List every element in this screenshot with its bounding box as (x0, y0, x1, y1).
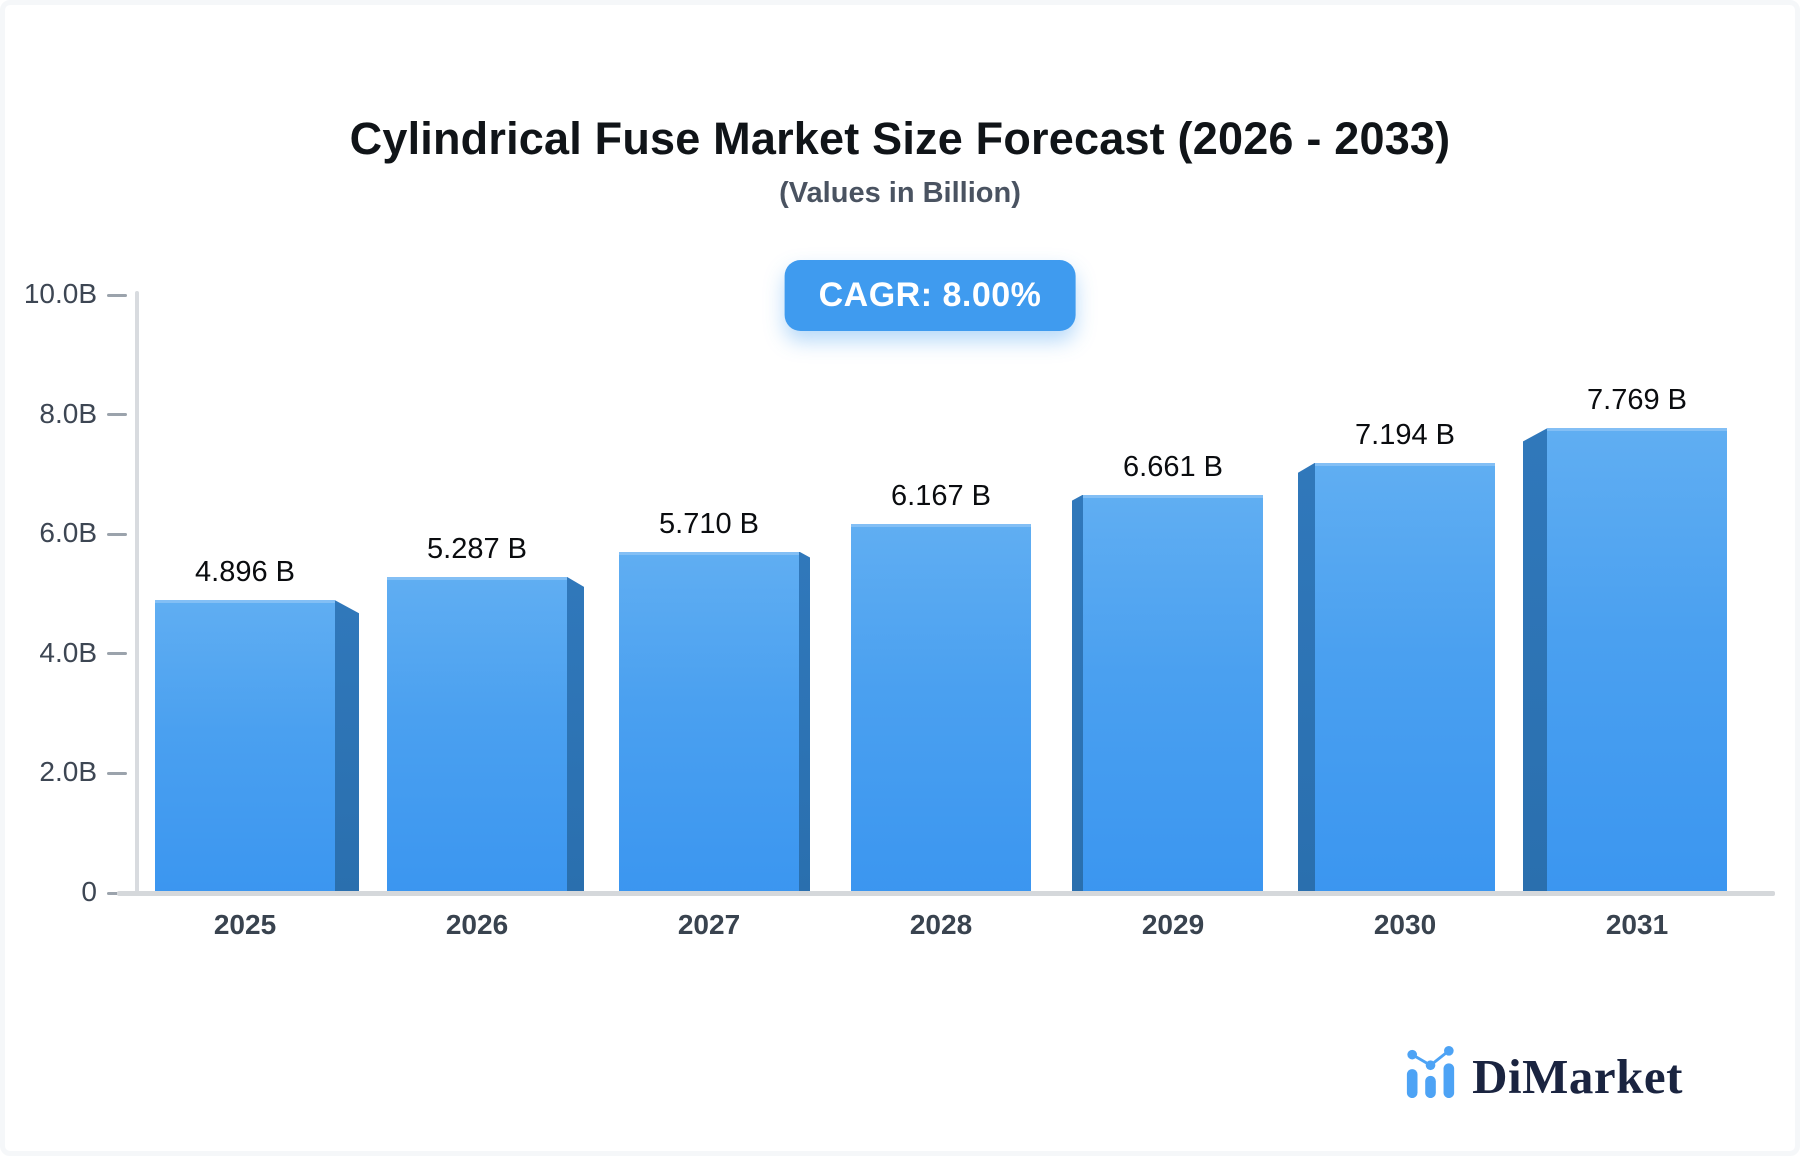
x-axis-line (117, 891, 1775, 896)
bar-3d-side-2027 (799, 551, 810, 893)
y-tick-dash (107, 652, 127, 656)
bar-2026[interactable] (387, 576, 567, 893)
y-tick-label-4.0B: 4.0B (39, 636, 97, 668)
y-tick-label-2.0B: 2.0B (39, 756, 97, 788)
bar-value-2031: 7.769 B (1587, 384, 1687, 417)
brand-logo[interactable]: DiMarket (1404, 1043, 1683, 1101)
y-tick-dash (107, 532, 127, 536)
chart-subtitle: (Values in Billion) (779, 177, 1021, 209)
bar-value-2030: 7.194 B (1355, 418, 1455, 451)
x-tick-label-2026: 2026 (445, 909, 509, 940)
bar-2031[interactable] (1547, 428, 1727, 893)
x-tick-label-2027: 2027 (677, 909, 741, 940)
bar-value-2029: 6.661 B (1123, 450, 1223, 483)
brand-name: DiMarket (1472, 1049, 1683, 1104)
x-tick-label-2030: 2030 (1373, 909, 1437, 940)
x-tick-label-2028: 2028 (909, 909, 973, 940)
bar-3d-side-2029 (1072, 494, 1083, 893)
bar-value-2027: 5.710 B (659, 507, 759, 540)
y-tick-dash (107, 771, 127, 775)
y-axis-line (135, 291, 139, 895)
bar-value-2026: 5.287 B (427, 532, 527, 565)
y-tick-dash (107, 293, 127, 297)
y-tick-label-6.0B: 6.0B (39, 517, 97, 549)
bar-2028[interactable] (851, 524, 1031, 893)
bar-3d-side-2025 (335, 600, 359, 893)
x-tick-label-2029: 2029 (1141, 909, 1205, 940)
x-tick-label-2031: 2031 (1605, 909, 1669, 940)
y-tick-label-8.0B: 8.0B (39, 397, 97, 429)
bar-2027[interactable] (619, 551, 799, 893)
x-tick-label-2025: 2025 (213, 909, 277, 940)
bar-line-chart-icon (1407, 1045, 1455, 1099)
bar-3d-side-2031 (1523, 428, 1547, 893)
y-tick-label-0: 0 (81, 876, 97, 907)
y-tick-label-10.0B: 10.0B (23, 278, 97, 309)
bar-value-2025: 4.896 B (195, 556, 295, 589)
bar-2029[interactable] (1083, 494, 1263, 893)
bar-3d-side-2030 (1298, 462, 1315, 893)
bar-2030[interactable] (1315, 462, 1495, 893)
bar-value-2028: 6.167 B (891, 480, 991, 513)
bar-2025[interactable] (155, 600, 335, 893)
bar-3d-side-2026 (567, 576, 584, 893)
cagr-badge: CAGR: 8.00% (784, 260, 1076, 331)
chart-title: Cylindrical Fuse Market Size Forecast (2… (349, 113, 1451, 164)
y-tick-dash (107, 413, 127, 417)
